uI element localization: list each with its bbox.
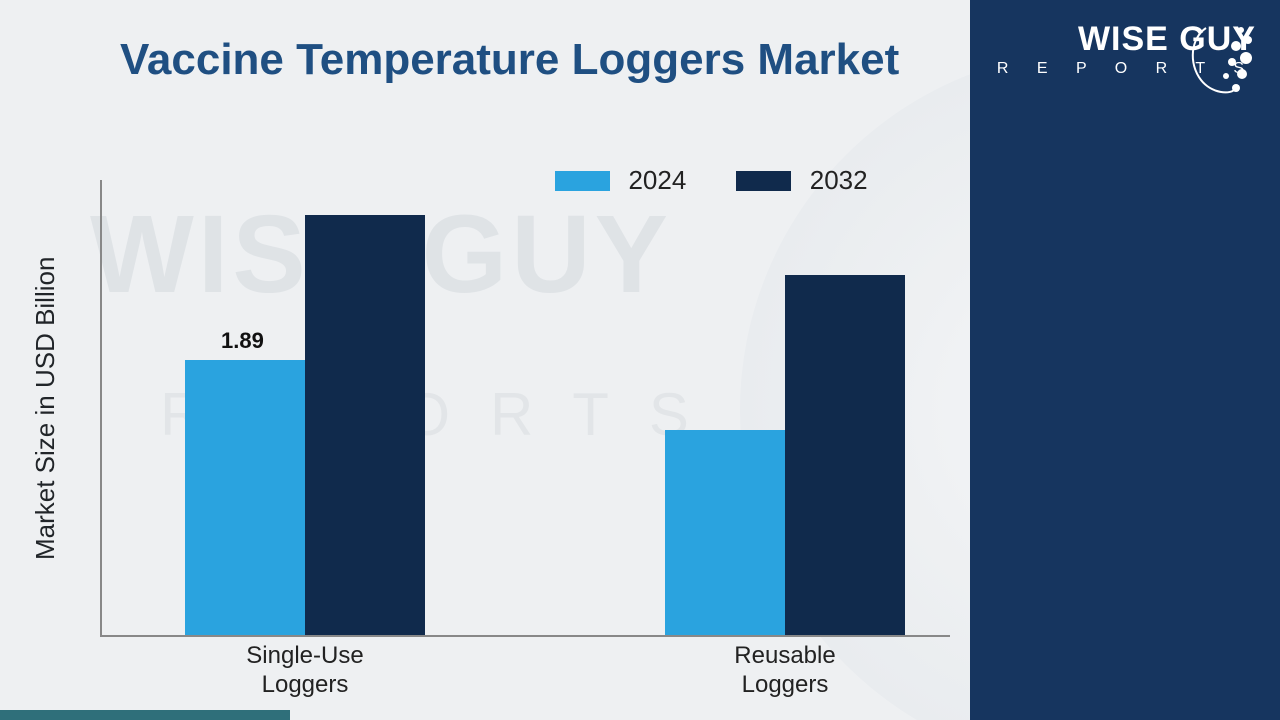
legend-swatch-2024 [555,171,610,191]
bar-value-label: 1.89 [221,328,264,354]
bottom-accent-strip [0,710,290,720]
legend-item-2024: 2024 [555,165,686,196]
brand-logo: WISE GUY R E P O R T S [997,22,1256,78]
chart-stage: WISE GUY REPORTS Vaccine Temperature Log… [0,0,1280,720]
legend: 2024 2032 [555,165,868,196]
bar-reusable-2032 [785,275,905,635]
bar-reusable-2024 [665,430,785,635]
category-label: ReusableLoggers [685,642,885,700]
x-axis-line [100,635,950,637]
legend-label-2032: 2032 [810,165,868,195]
brand-head-icon [1186,18,1256,98]
bar-single-use-2032 [305,215,425,635]
bar-single-use-2024 [185,360,305,635]
y-axis-line [100,180,102,635]
legend-label-2024: 2024 [628,165,686,195]
brand-panel [970,0,1280,720]
category-label: Single-UseLoggers [205,642,405,700]
legend-swatch-2032 [736,171,791,191]
y-axis-label: Market Size in USD Billion [30,257,61,560]
chart-title: Vaccine Temperature Loggers Market [120,35,899,85]
legend-item-2032: 2032 [736,165,867,196]
